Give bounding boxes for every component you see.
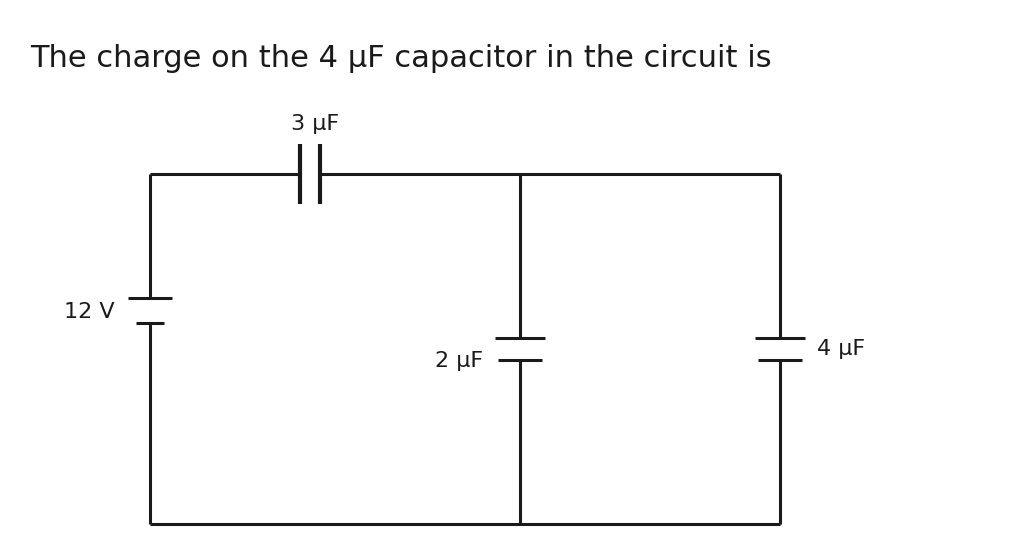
Text: 4 μF: 4 μF	[817, 339, 865, 359]
Text: 12 V: 12 V	[65, 302, 115, 322]
Text: 3 μF: 3 μF	[291, 114, 339, 134]
Text: The charge on the 4 μF capacitor in the circuit is: The charge on the 4 μF capacitor in the …	[30, 44, 772, 73]
Text: 2 μF: 2 μF	[435, 351, 483, 371]
